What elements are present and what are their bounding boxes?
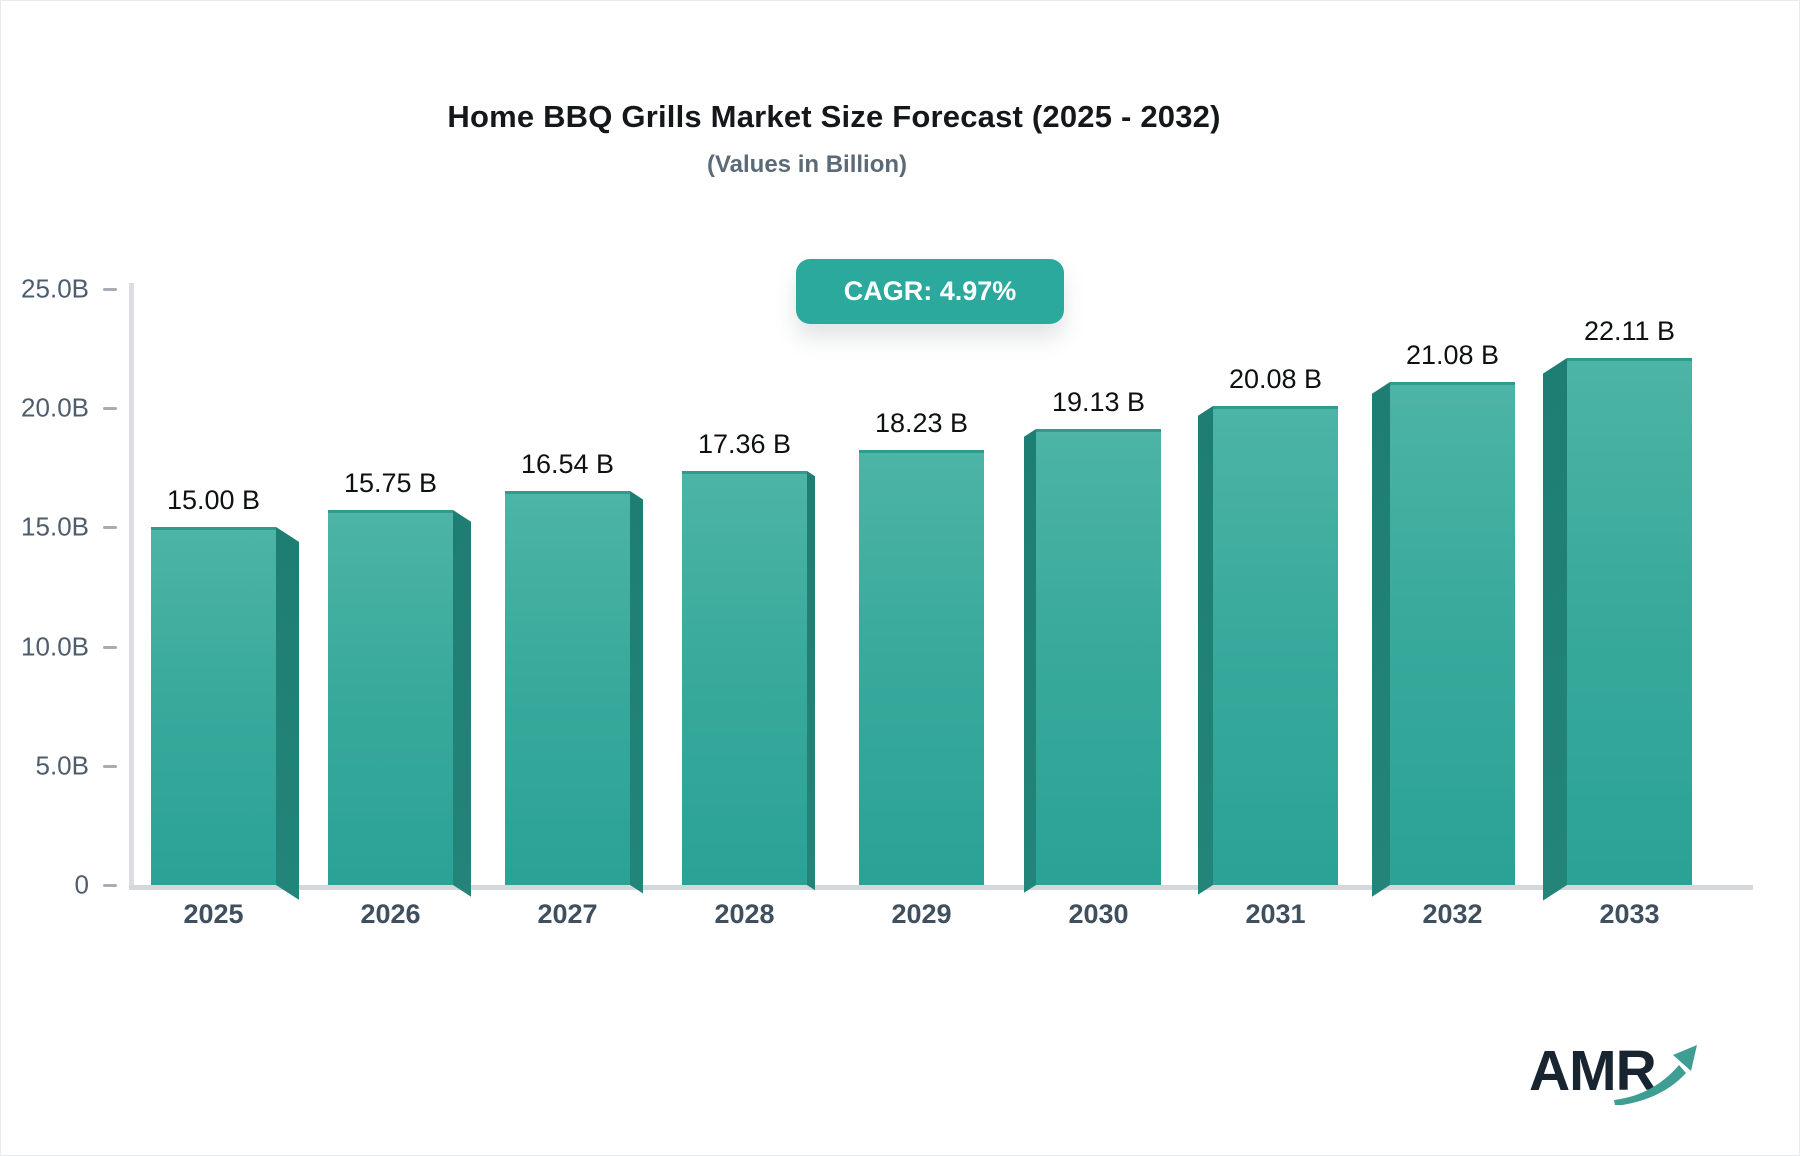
bar-2030 (1036, 429, 1161, 885)
bar-2028 (682, 471, 807, 885)
y-axis-label: 15.0B (21, 511, 89, 542)
bar-3d-side (1372, 382, 1390, 897)
bar-value-label: 22.11 B (1583, 316, 1676, 346)
bar-3d-side (630, 491, 643, 894)
cagr-badge: CAGR: 4.97% (796, 259, 1064, 324)
bar-3d-side (807, 471, 815, 891)
y-axis-label: 20.0B (21, 392, 89, 423)
y-axis-tick (103, 884, 117, 887)
bar-value-label: 16.54 B (520, 449, 615, 479)
y-axis-tick (103, 526, 117, 530)
y-axis-tick (103, 764, 117, 768)
y-axis-label: 25.0B (21, 273, 89, 304)
bar-value-label: 17.36 B (697, 429, 792, 459)
bar-2026 (328, 510, 453, 885)
bar-2025 (151, 527, 276, 885)
growth-arrow-icon (1614, 1045, 1697, 1105)
x-axis-label: 2032 (1422, 899, 1483, 929)
bar-2027 (505, 491, 630, 885)
amr-logo: AMR (1529, 1041, 1709, 1111)
x-axis-label: 2029 (891, 899, 952, 929)
x-axis-baseline (129, 885, 1753, 890)
bar-3d-side (453, 510, 471, 897)
bar-2029 (859, 450, 984, 885)
bar-value-label: 15.75 B (343, 468, 438, 498)
bar-value-label: 20.08 B (1228, 364, 1323, 394)
bar-3d-side (276, 527, 299, 900)
chart-title: Home BBQ Grills Market Size Forecast (20… (447, 99, 1221, 134)
y-axis-tick (103, 645, 117, 649)
x-axis-label: 2028 (714, 899, 775, 929)
bar-value-label: 21.08 B (1405, 340, 1500, 370)
bar-value-label: 19.13 B (1051, 387, 1146, 417)
amr-logo-text: AMR (1529, 1039, 1657, 1103)
y-axis-label: 0 (74, 869, 89, 900)
bar-2033 (1567, 358, 1692, 885)
bar-3d-side (1024, 429, 1036, 893)
bar-3d-side (1543, 358, 1567, 901)
x-axis-label: 2033 (1599, 899, 1660, 929)
bar-2032 (1390, 382, 1515, 885)
x-axis-label: 2026 (360, 899, 421, 929)
cagr-badge-label: CAGR: 4.97% (843, 276, 1017, 306)
x-axis-label: 2030 (1068, 899, 1129, 929)
y-axis-label: 10.0B (21, 631, 89, 662)
bar-value-label: 18.23 B (874, 408, 969, 438)
chart-subtitle: (Values in Billion) (706, 151, 908, 178)
y-axis-label: 5.0B (35, 750, 90, 781)
y-axis-line (129, 283, 134, 889)
bar-2031 (1213, 406, 1338, 885)
bar-value-label: 15.00 B (166, 485, 261, 515)
x-axis-label: 2027 (537, 899, 598, 929)
x-axis-label: 2031 (1245, 899, 1306, 929)
x-axis-label: 2025 (183, 899, 244, 929)
y-axis-tick (103, 288, 117, 291)
bar-3d-side (1198, 406, 1213, 895)
y-axis-tick (103, 407, 117, 411)
